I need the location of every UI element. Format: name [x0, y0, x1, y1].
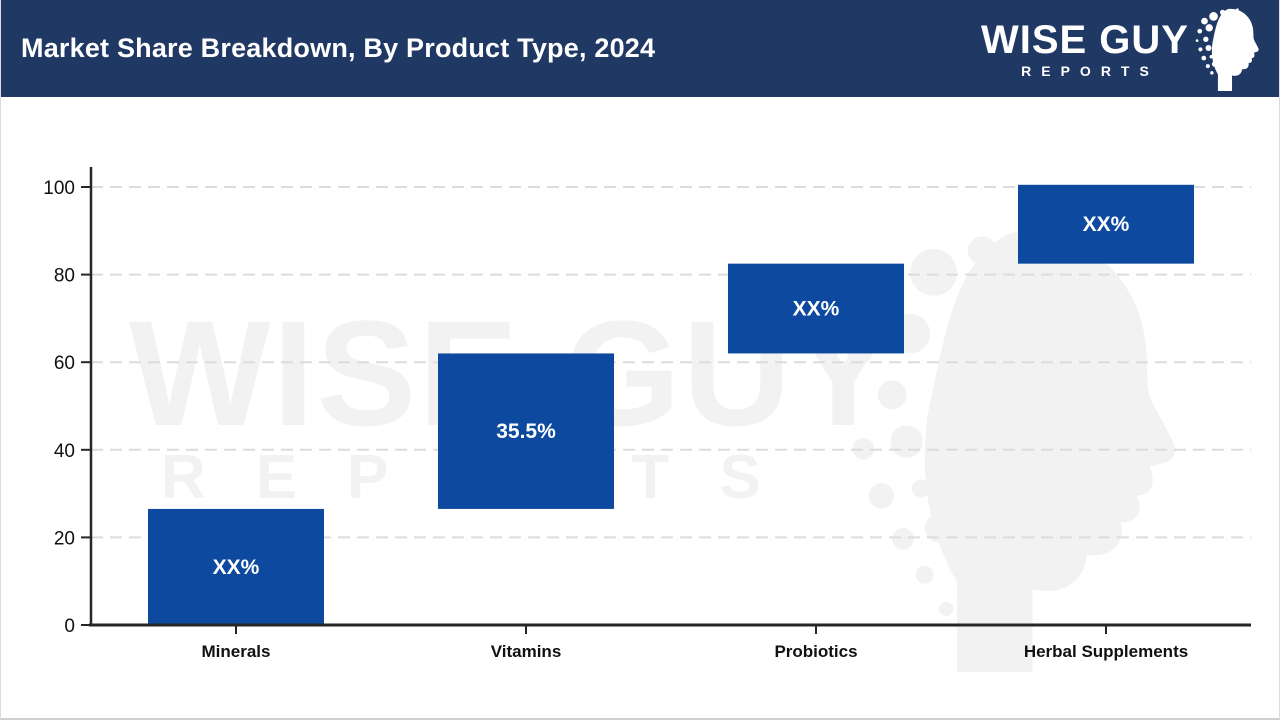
logo-head-icon [1195, 7, 1259, 91]
bar-vitamins [438, 353, 614, 509]
y-tick-label: 80 [54, 266, 75, 287]
bar-value-label: XX% [793, 298, 840, 321]
bar-probiotics [728, 263, 904, 354]
header-banner: Market Share Breakdown, By Product Type,… [1, 0, 1279, 97]
bar-value-label: XX% [213, 556, 260, 579]
waterfall-chart: XX% 35.5% XX% XX% 0 20 40 60 80 100 Minerals Vitami… [43, 167, 1251, 661]
logo-wordmark: WISE GUY [980, 17, 1189, 62]
bar-value-label: 35.5% [496, 420, 556, 443]
y-tick-label: 0 [64, 616, 75, 637]
page-title: Market Share Breakdown, By Product Type,… [21, 33, 656, 63]
category-label-vitamins: Vitamins [491, 642, 562, 661]
bar-value-label: XX% [1083, 213, 1130, 236]
y-tick-label: 60 [54, 353, 75, 374]
bar-herbal-supplements [1018, 184, 1194, 264]
wiseguy-logo: WISE GUY REPORTS [981, 7, 1265, 91]
category-label-probiotics: Probiotics [774, 642, 857, 661]
logo-subtitle: REPORTS [1021, 62, 1159, 79]
logo-text: WISE GUY REPORTS [981, 20, 1189, 78]
category-label-minerals: Minerals [202, 642, 271, 661]
y-tick-label: 20 [54, 528, 75, 549]
bar-minerals [148, 508, 324, 625]
y-tick-label: 40 [54, 441, 75, 462]
category-label-herbal-supplements: Herbal Supplements [1024, 642, 1188, 661]
chart-area: WISE GUY REPORTS XX%35.5%XX%XX%020406080… [1, 97, 1279, 718]
y-tick-label: 100 [43, 178, 75, 199]
